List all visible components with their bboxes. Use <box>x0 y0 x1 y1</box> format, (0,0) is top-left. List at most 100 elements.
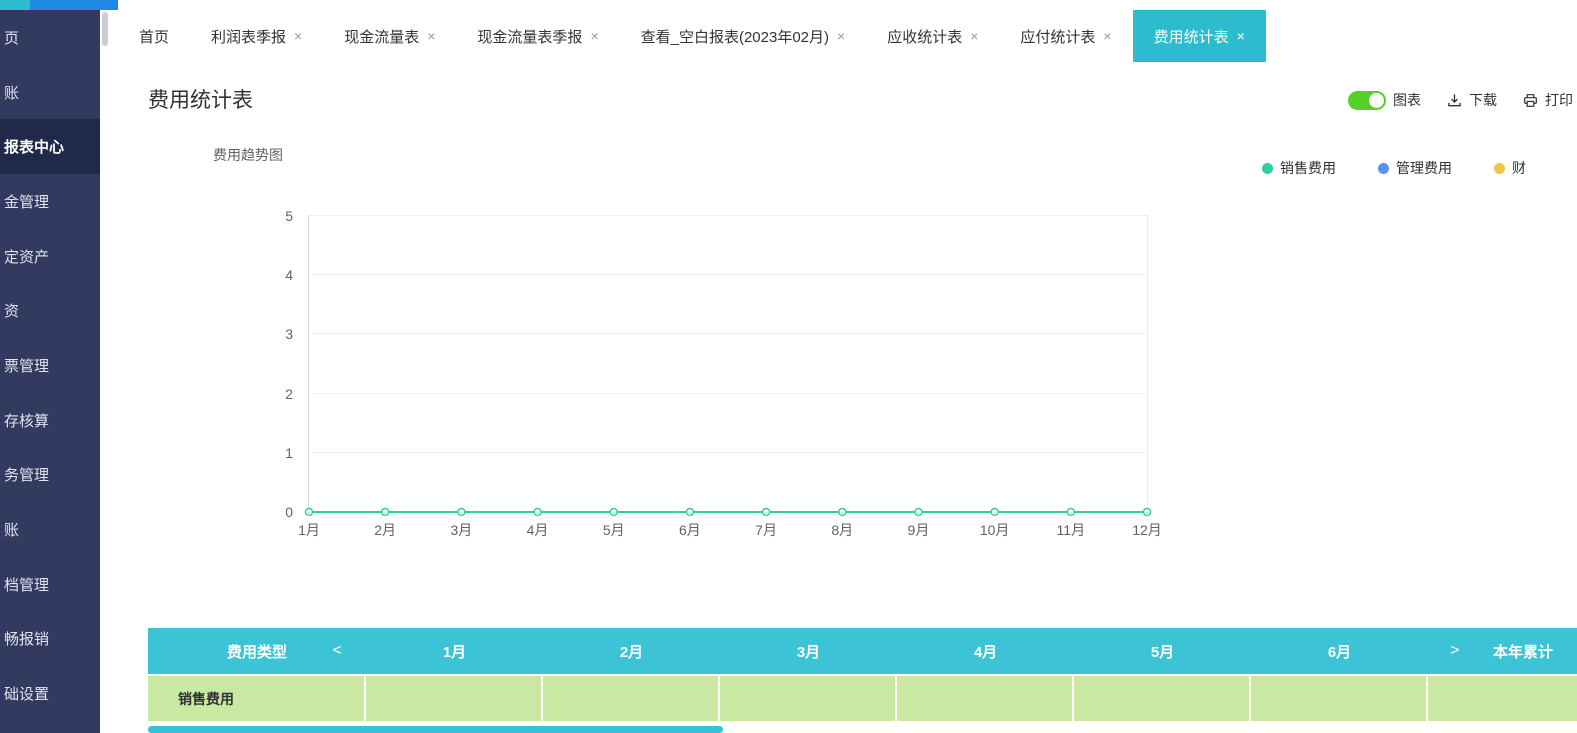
table-header-total-label: 本年累计 <box>1492 643 1553 661</box>
sidebar-item[interactable]: 畅报销 <box>4 631 50 649</box>
x-tick-mark <box>537 512 539 516</box>
sidebar-item[interactable]: 页 <box>4 29 20 47</box>
gridline <box>309 392 1147 394</box>
sidebar-item[interactable]: 账 <box>4 84 20 102</box>
tab-2[interactable]: 现金流量表 × <box>323 10 456 62</box>
tab-label: 费用统计表 <box>1153 28 1229 46</box>
row-type-cell: 销售费用 <box>148 676 366 721</box>
prev-months-button[interactable]: < <box>332 642 342 659</box>
row-value-cell <box>1251 676 1428 721</box>
sidebar-scrollbar[interactable] <box>102 12 108 46</box>
table-header-month: 5月 <box>1150 643 1175 661</box>
row-value-cell <box>897 676 1074 721</box>
toggle-knob-icon <box>1369 92 1384 108</box>
table-header-month: 6月 <box>1327 643 1352 661</box>
y-tick-label: 5 <box>285 208 293 224</box>
chart-toggle[interactable] <box>1348 90 1386 110</box>
y-tick-label: 0 <box>285 504 293 520</box>
row-total-cell <box>1428 676 1577 721</box>
x-tick-mark <box>994 512 996 516</box>
x-tick-label: 9月 <box>907 522 930 538</box>
sidebar-item[interactable]: 金管理 <box>4 193 50 211</box>
legend-dot-icon <box>1494 162 1505 174</box>
x-tick-label: 2月 <box>374 522 397 538</box>
chart-toggle-group: 图表 <box>1348 90 1421 110</box>
x-tick-label: 11月 <box>1056 522 1086 538</box>
tab-1[interactable]: 利润表季报 × <box>190 10 323 62</box>
sidebar-item[interactable]: 票管理 <box>4 357 50 375</box>
table-header-type: 费用类型 < <box>148 628 366 674</box>
tab-close-icon[interactable]: × <box>590 28 599 44</box>
chart-legend: 销售费用 管理费用 财 <box>1262 158 1526 178</box>
legend-item[interactable]: 管理费用 <box>1378 158 1452 178</box>
legend-dot-icon <box>1378 162 1389 174</box>
x-tick-mark <box>384 512 386 516</box>
sidebar-item[interactable]: 档管理 <box>4 576 50 594</box>
sidebar-item[interactable]: 存核算 <box>4 412 50 430</box>
tab-label: 查看_空白报表(2023年02月) <box>640 28 830 46</box>
print-icon <box>1523 93 1538 108</box>
next-months-button[interactable]: > <box>1450 642 1460 659</box>
tab-close-icon[interactable]: × <box>427 28 436 44</box>
row-value-cell <box>366 676 543 721</box>
x-tick-mark <box>689 512 691 516</box>
x-tick-label: 1月 <box>298 522 320 538</box>
chart-toggle-label: 图表 <box>1393 92 1421 108</box>
x-tick-label: 4月 <box>526 522 549 538</box>
y-tick-label: 2 <box>285 385 293 402</box>
series-svg <box>304 507 1152 517</box>
x-tick-mark <box>1070 512 1072 516</box>
table-horizontal-scrollbar[interactable] <box>148 726 723 733</box>
gridline <box>309 274 1147 276</box>
tab-6[interactable]: 应付统计表 × <box>999 10 1132 62</box>
sidebar-item[interactable]: 报表中心 <box>0 119 100 175</box>
print-label: 打印 <box>1545 92 1573 108</box>
row-value-cell <box>1074 676 1251 721</box>
x-tick-label: 5月 <box>602 522 625 538</box>
gridline <box>309 333 1147 335</box>
top-brand-bar <box>30 0 118 10</box>
sidebar-item[interactable]: 账 <box>4 522 20 540</box>
tab-close-icon[interactable]: × <box>1103 28 1112 44</box>
expense-table: 费用类型 <1月 2月 3月 4月 5月 6月 > 本年累计 销售费用 <box>148 628 1577 721</box>
download-icon <box>1447 93 1462 108</box>
gridline <box>309 451 1147 453</box>
tab-bar: 首页 利润表季报 × 现金流量表 × 现金流量表季报 × 查看_空白报表(2023年02月) ×… <box>118 10 1577 62</box>
y-tick-label: 1 <box>285 444 293 461</box>
sidebar-item[interactable]: 务管理 <box>4 467 50 485</box>
table-header-month: 3月 <box>796 643 821 661</box>
sidebar-item[interactable]: 础设置 <box>4 686 50 704</box>
gridlines <box>309 215 1147 512</box>
y-tick-label: 4 <box>285 267 293 284</box>
tab-0[interactable]: 首页 <box>118 10 190 62</box>
tab-label: 首页 <box>139 28 170 46</box>
tab-4[interactable]: 查看_空白报表(2023年02月) × <box>620 10 867 62</box>
x-tick-mark <box>765 512 767 516</box>
x-tick-mark <box>308 512 310 516</box>
tab-close-icon[interactable]: × <box>294 28 303 44</box>
tab-5[interactable]: 应收统计表 × <box>866 10 999 62</box>
tab-3[interactable]: 现金流量表季报 × <box>456 10 619 62</box>
legend-item[interactable]: 销售费用 <box>1262 158 1336 178</box>
x-tick-label: 8月 <box>831 522 854 538</box>
sidebar-item[interactable]: 资 <box>4 303 20 321</box>
print-button[interactable]: 打印 <box>1523 90 1573 110</box>
download-button[interactable]: 下载 <box>1447 90 1497 110</box>
table-body: 销售费用 <box>148 676 1577 721</box>
x-axis: 1月 2月 3月 4月 5月 6月 7月 8月 9月 10月 11月 12月 <box>298 512 1162 540</box>
tab-close-icon[interactable]: × <box>1236 28 1245 44</box>
table-header-month: 2月 <box>619 643 644 661</box>
tab-close-icon[interactable]: × <box>970 28 979 44</box>
tab-label: 应收统计表 <box>887 28 963 46</box>
tab-close-icon[interactable]: × <box>837 28 846 44</box>
legend-label: 管理费用 <box>1396 160 1452 176</box>
legend-item[interactable]: 财 <box>1494 158 1526 178</box>
sidebar-item[interactable]: 定资产 <box>4 248 50 266</box>
tab-label: 应付统计表 <box>1020 28 1096 46</box>
y-tick-label: 3 <box>285 326 293 343</box>
toolbar: 图表 下载 打印 <box>1348 86 1573 114</box>
x-tick-mark <box>917 512 919 516</box>
tab-7[interactable]: 费用统计表 × <box>1132 10 1266 62</box>
tab-label: 现金流量表 <box>344 28 420 46</box>
